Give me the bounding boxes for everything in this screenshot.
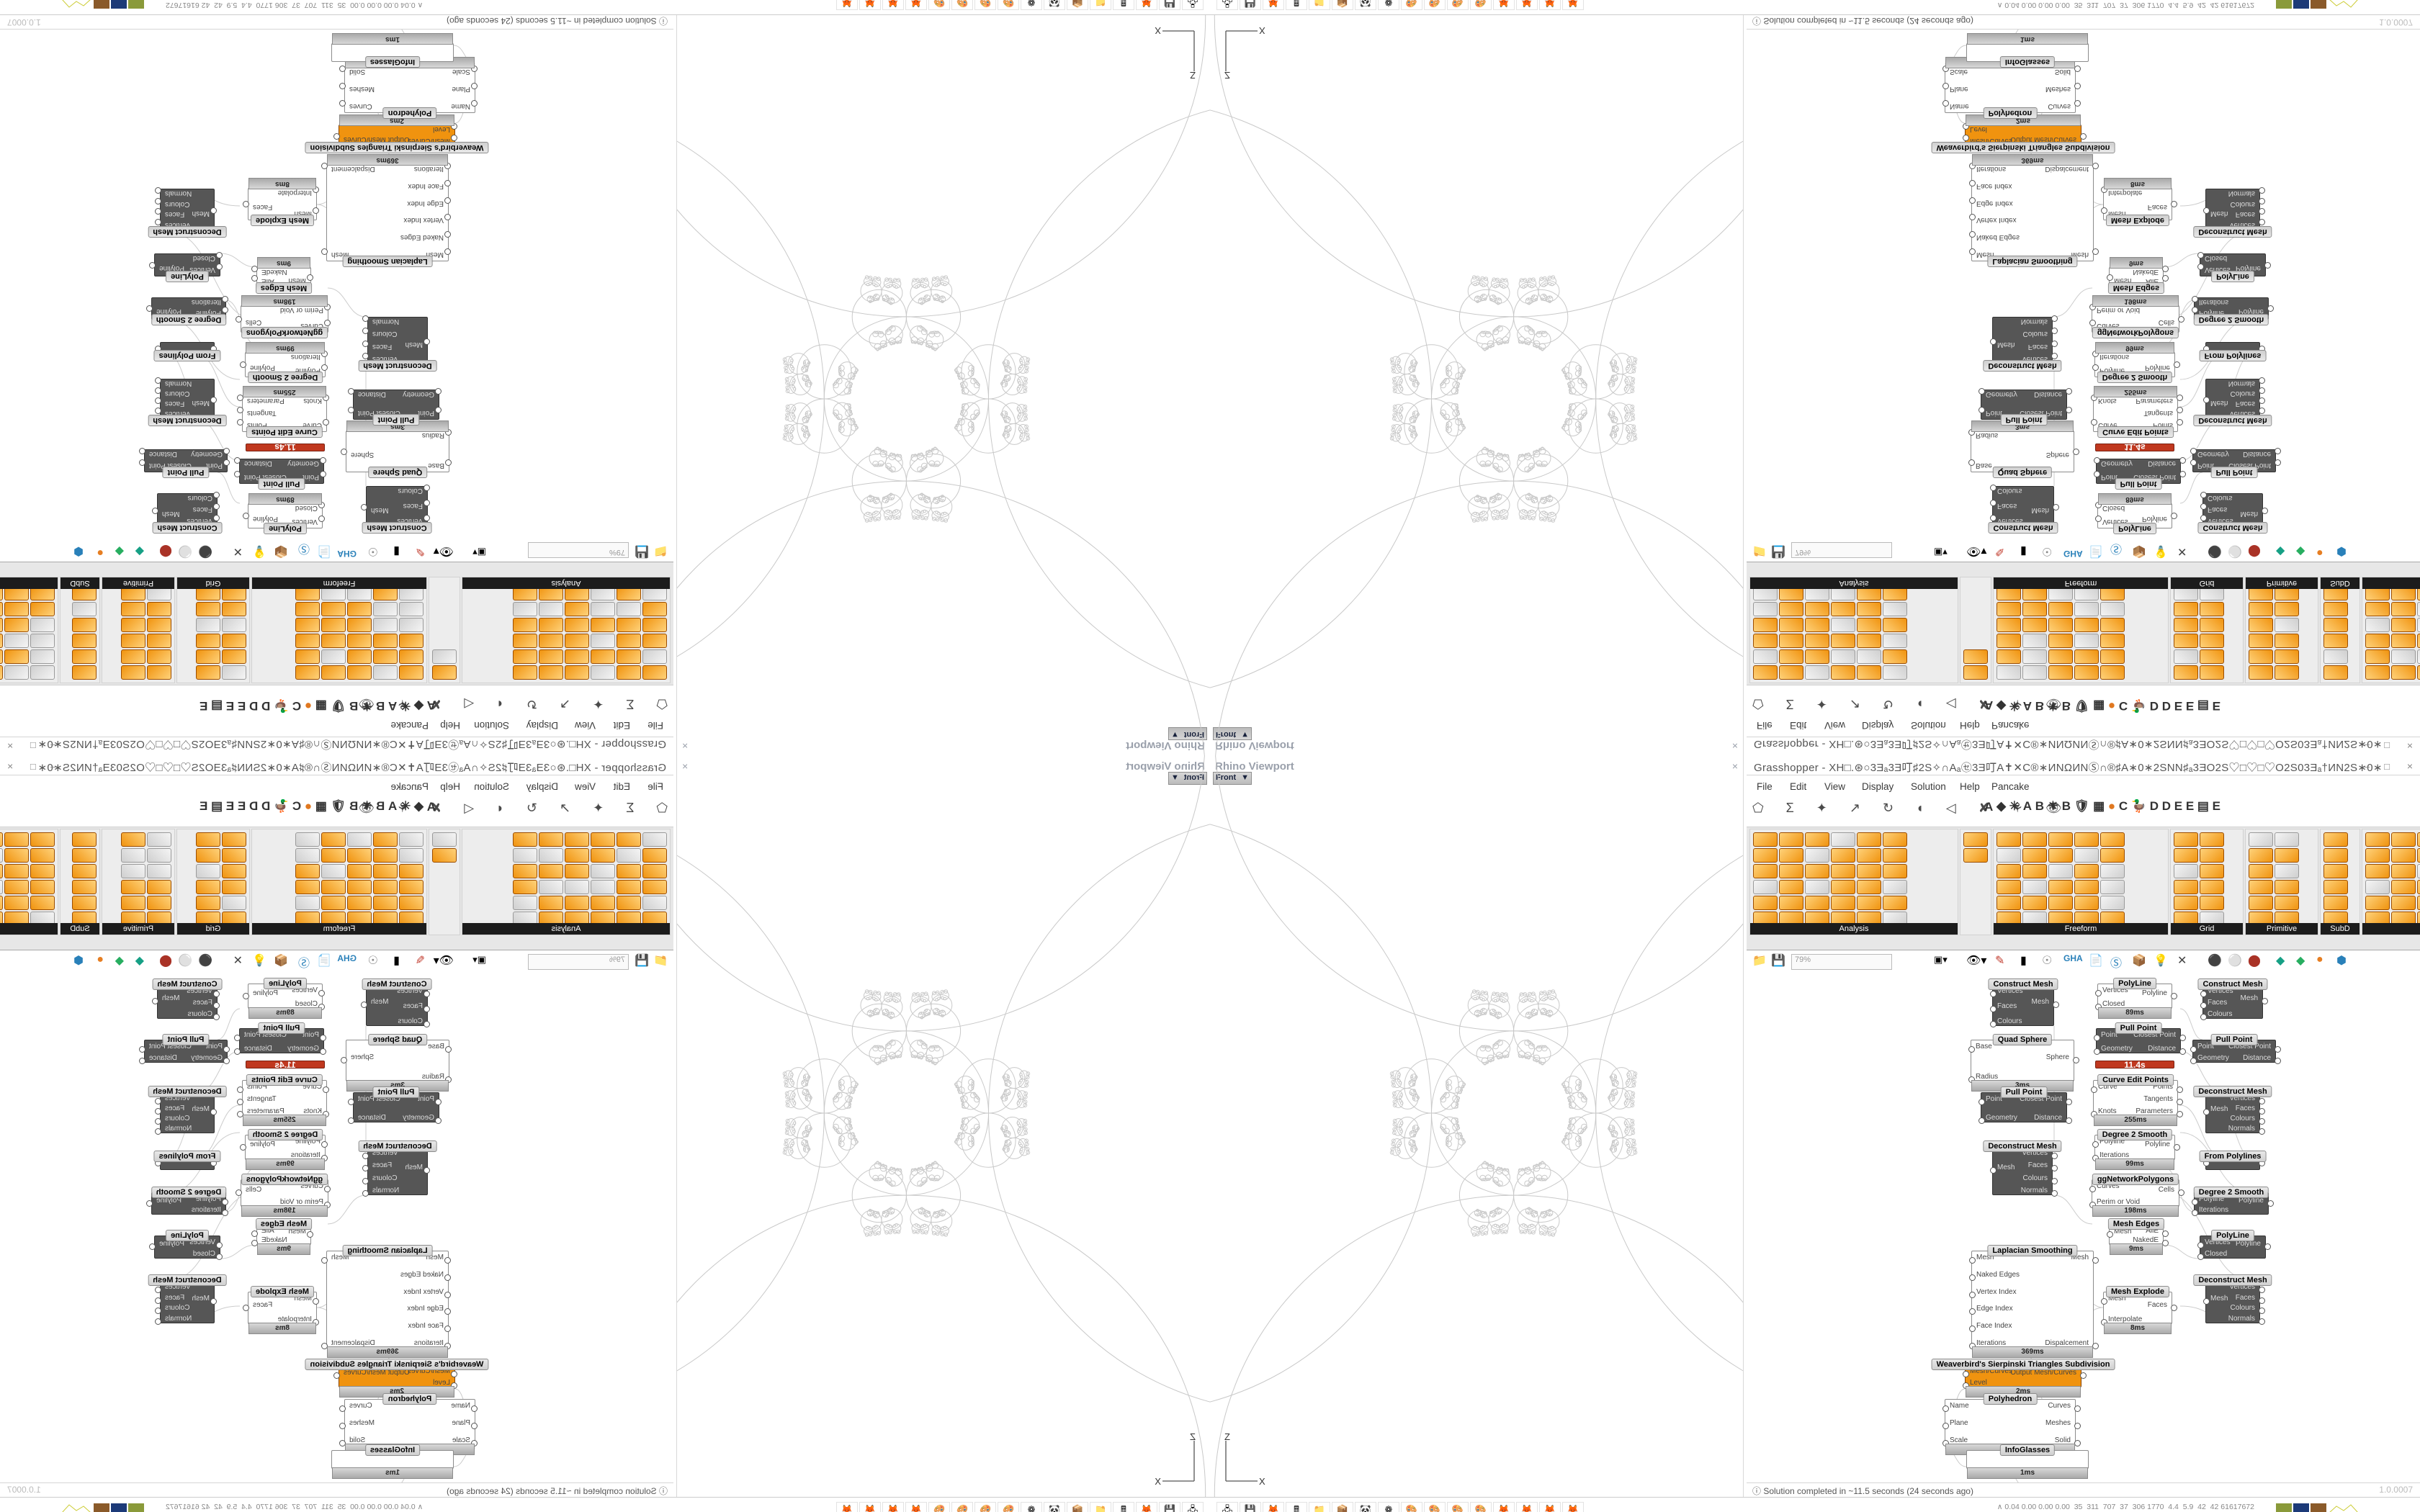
svg-text:X: X <box>1155 1476 1161 1487</box>
svg-text:X: X <box>1259 1476 1265 1487</box>
svg-text:X: X <box>1155 25 1161 36</box>
svg-text:X: X <box>1259 25 1265 36</box>
svg-text:Z: Z <box>1224 1432 1230 1442</box>
svg-text:Z: Z <box>1190 1432 1196 1442</box>
svg-text:Z: Z <box>1224 70 1230 80</box>
svg-text:Z: Z <box>1190 70 1196 80</box>
